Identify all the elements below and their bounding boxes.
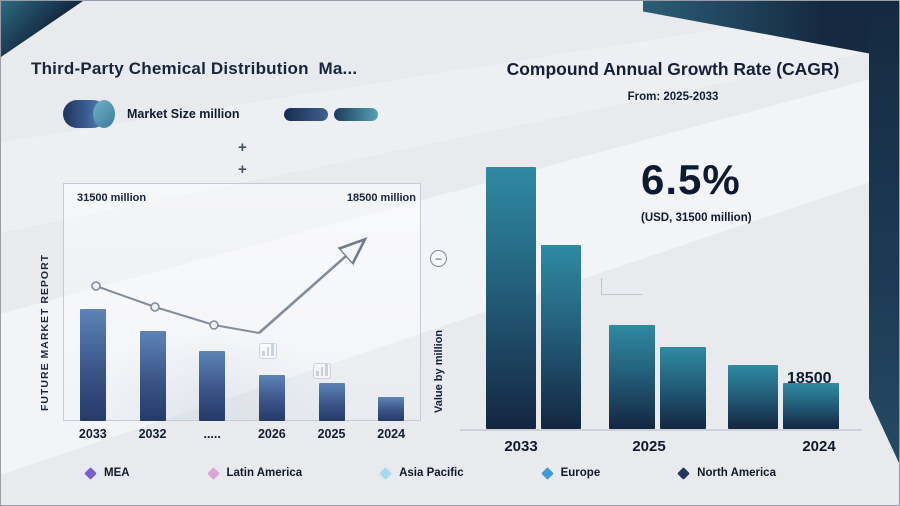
market-size-label: Market Size million xyxy=(127,107,240,121)
left-chart-column: 2024 xyxy=(361,183,421,445)
legend-label: Asia Pacific xyxy=(399,467,464,479)
value-by-million-label: Value by million xyxy=(433,329,445,413)
legend-item-asia-pacific: Asia Pacific xyxy=(379,466,464,480)
cagr-value: 6.5% xyxy=(641,156,741,203)
legend-diamond-icon xyxy=(84,466,97,480)
bottom-legend: MEA Latin America Asia Pacific Europe North … xyxy=(84,466,776,480)
right-chart: 2033 2025 2024 xyxy=(456,161,896,455)
left-chart-column: 2033 xyxy=(63,183,123,445)
bar-2025 xyxy=(318,383,345,421)
corner-decor-top-left xyxy=(1,1,83,57)
right-edge-decor xyxy=(869,1,899,463)
pill-dark xyxy=(283,107,328,121)
legend-diamond-icon xyxy=(379,466,392,480)
cagr-note: (USD, 31500 million) xyxy=(641,212,752,224)
legend-item-europe: Europe xyxy=(540,466,601,480)
legend-item-latin-america: Latin America xyxy=(206,466,303,480)
left-chart-columns: 2033 2032..... 2026 2025 2024 xyxy=(63,183,421,445)
x-tick-label: 2032 xyxy=(138,427,167,441)
left-chart-title: Third-Party Chemical Distribution Ma... xyxy=(31,59,358,78)
bar-2026 xyxy=(258,375,285,421)
market-size-legend: Market Size million xyxy=(63,93,378,135)
pill-teal xyxy=(333,107,378,121)
legend-item-north-america: North America xyxy=(677,466,776,480)
legend-label: MEA xyxy=(104,467,130,479)
bar-2025-primary xyxy=(609,325,655,429)
x-tick-label: 2026 xyxy=(257,427,286,441)
future-market-report-label: FUTURE MARKET REPORT xyxy=(39,253,51,411)
scale-pills xyxy=(283,107,378,121)
annotation-31500: 31500 million xyxy=(77,192,147,204)
x-tick-label: 2033 xyxy=(504,438,538,455)
bar-group-2025 xyxy=(609,325,706,429)
legend-diamond-icon xyxy=(677,466,691,480)
left-chart-column: 2032 xyxy=(123,183,183,445)
ghost-bar-icon xyxy=(259,343,277,359)
bar-2033-secondary xyxy=(541,245,581,429)
bar-2033 xyxy=(79,309,106,421)
plus-glyph: + xyxy=(238,139,247,156)
bar-group-2033 xyxy=(486,167,581,429)
bar-2024-secondary xyxy=(783,383,839,429)
step-decor xyxy=(601,278,642,295)
bar-..... xyxy=(199,351,226,421)
left-chart: 31500 million 18500 million 2033 2032....… xyxy=(63,183,421,445)
x-tick-label: 2024 xyxy=(377,427,406,441)
left-chart-column: ..... xyxy=(182,183,242,445)
right-chart-subtitle: From: 2025-2033 xyxy=(627,91,719,103)
bar-2024-primary xyxy=(728,365,778,429)
annotation-18500: 18500 million xyxy=(346,192,416,204)
left-chart-column: 2026 xyxy=(242,183,302,445)
bar-group-2024 xyxy=(728,365,839,429)
cylinder-cap xyxy=(93,100,115,128)
x-tick-label: 2025 xyxy=(632,438,666,455)
value-label-18500: 18500 xyxy=(787,370,832,387)
bar-2033-primary xyxy=(486,167,536,429)
x-tick-label: 2025 xyxy=(317,427,346,441)
minus-circle-icon: − xyxy=(430,250,447,267)
plus-glyph: + xyxy=(238,161,247,178)
cylinder-icon xyxy=(63,96,117,132)
ghost-bar-icon xyxy=(313,363,331,379)
legend-diamond-icon xyxy=(206,466,220,480)
bar-2032 xyxy=(139,331,166,421)
legend-label: Latin America xyxy=(226,467,303,479)
legend-item-mea: MEA xyxy=(84,466,130,480)
legend-diamond-icon xyxy=(540,466,554,480)
bar-2024 xyxy=(378,397,405,421)
x-tick-label: 2024 xyxy=(802,438,836,455)
x-tick-label: 2033 xyxy=(78,427,107,441)
left-chart-column: 2025 xyxy=(302,183,362,445)
right-x-labels: 2033 2025 2024 xyxy=(456,433,896,455)
x-tick-label: ..... xyxy=(203,427,221,441)
right-chart-baseline xyxy=(460,429,862,431)
bar-2025-secondary xyxy=(660,347,706,429)
right-chart-title: Compound Annual Growth Rate (CAGR) xyxy=(506,59,840,79)
legend-label: North America xyxy=(697,467,776,479)
right-chart-bars xyxy=(456,161,896,429)
legend-label: Europe xyxy=(560,467,601,479)
